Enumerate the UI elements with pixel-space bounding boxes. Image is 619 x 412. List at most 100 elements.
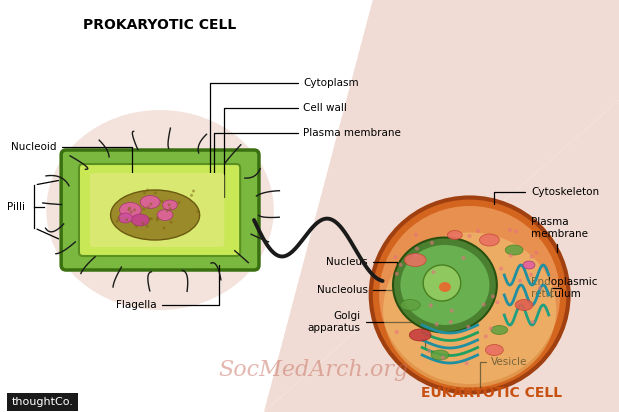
Ellipse shape (154, 192, 157, 194)
Ellipse shape (400, 245, 490, 325)
Text: Cytoskeleton: Cytoskeleton (495, 187, 599, 204)
Ellipse shape (485, 344, 503, 356)
Ellipse shape (142, 222, 145, 225)
Ellipse shape (466, 325, 470, 329)
Ellipse shape (160, 199, 163, 203)
Text: Nucleoid: Nucleoid (11, 142, 132, 202)
Ellipse shape (449, 320, 452, 324)
Ellipse shape (143, 191, 146, 194)
Ellipse shape (448, 230, 462, 239)
Ellipse shape (441, 356, 445, 360)
Ellipse shape (192, 190, 195, 192)
Ellipse shape (484, 334, 488, 338)
Text: Pilli: Pilli (7, 202, 25, 212)
Ellipse shape (491, 325, 508, 335)
Ellipse shape (119, 203, 141, 218)
Ellipse shape (523, 261, 535, 269)
Ellipse shape (150, 217, 153, 220)
Ellipse shape (531, 320, 535, 324)
Text: Cytoplasm: Cytoplasm (209, 78, 359, 182)
Ellipse shape (529, 273, 533, 277)
Ellipse shape (508, 228, 512, 232)
Ellipse shape (148, 218, 151, 220)
Ellipse shape (439, 282, 451, 292)
Ellipse shape (404, 253, 426, 267)
Ellipse shape (178, 201, 181, 204)
Ellipse shape (118, 217, 120, 220)
Ellipse shape (427, 349, 431, 353)
Ellipse shape (487, 349, 491, 353)
Ellipse shape (156, 216, 158, 219)
Ellipse shape (395, 272, 399, 276)
Ellipse shape (168, 207, 171, 210)
Ellipse shape (116, 220, 119, 223)
Ellipse shape (170, 221, 173, 224)
Polygon shape (264, 0, 619, 412)
Ellipse shape (400, 300, 420, 311)
Ellipse shape (431, 350, 449, 360)
Ellipse shape (530, 255, 534, 259)
Ellipse shape (394, 255, 397, 259)
Ellipse shape (131, 214, 149, 226)
Ellipse shape (465, 361, 469, 365)
Ellipse shape (129, 211, 132, 213)
Ellipse shape (495, 300, 500, 304)
Ellipse shape (128, 208, 131, 211)
Ellipse shape (488, 326, 493, 330)
Ellipse shape (168, 203, 171, 206)
Ellipse shape (190, 194, 193, 197)
Ellipse shape (450, 309, 454, 313)
Text: Flagella: Flagella (116, 265, 219, 310)
Ellipse shape (399, 263, 402, 267)
Ellipse shape (371, 197, 569, 393)
Ellipse shape (166, 209, 168, 213)
Ellipse shape (157, 209, 173, 220)
Ellipse shape (467, 234, 472, 238)
FancyBboxPatch shape (61, 150, 259, 270)
Ellipse shape (163, 200, 178, 210)
Ellipse shape (538, 286, 542, 290)
Ellipse shape (515, 300, 533, 311)
Ellipse shape (509, 254, 513, 258)
Ellipse shape (147, 206, 150, 208)
Text: thoughtCo.: thoughtCo. (12, 397, 74, 407)
Text: Golgi
apparatus: Golgi apparatus (308, 311, 425, 347)
Ellipse shape (118, 213, 132, 223)
Ellipse shape (505, 245, 523, 255)
Polygon shape (264, 100, 619, 412)
Text: Plasma
membrane: Plasma membrane (531, 217, 588, 252)
Ellipse shape (142, 208, 145, 211)
Ellipse shape (196, 210, 199, 213)
Text: EUKARYOTIC CELL: EUKARYOTIC CELL (421, 386, 562, 400)
Ellipse shape (133, 208, 136, 211)
Ellipse shape (482, 302, 486, 307)
Ellipse shape (491, 295, 495, 298)
Text: PROKARYOTIC CELL: PROKARYOTIC CELL (84, 18, 236, 32)
Ellipse shape (431, 270, 435, 274)
Ellipse shape (413, 253, 418, 258)
Ellipse shape (480, 234, 500, 246)
Ellipse shape (393, 237, 497, 332)
Ellipse shape (499, 267, 503, 271)
Ellipse shape (146, 225, 149, 228)
Ellipse shape (414, 233, 418, 237)
Ellipse shape (430, 241, 434, 245)
Ellipse shape (476, 229, 480, 233)
Text: Cell wall: Cell wall (224, 103, 347, 197)
Text: Vesicle: Vesicle (480, 357, 528, 387)
Ellipse shape (141, 196, 160, 208)
Ellipse shape (149, 203, 152, 206)
Text: SocMedArch.org: SocMedArch.org (219, 359, 409, 381)
Ellipse shape (423, 265, 461, 301)
Ellipse shape (156, 218, 158, 222)
Ellipse shape (163, 227, 165, 229)
Ellipse shape (128, 206, 131, 210)
Ellipse shape (514, 229, 518, 233)
Ellipse shape (46, 110, 274, 310)
FancyBboxPatch shape (90, 173, 224, 247)
Text: Plasma membrane: Plasma membrane (214, 128, 401, 217)
Ellipse shape (518, 279, 522, 283)
Ellipse shape (415, 247, 419, 250)
Ellipse shape (409, 329, 431, 341)
Ellipse shape (435, 322, 438, 326)
